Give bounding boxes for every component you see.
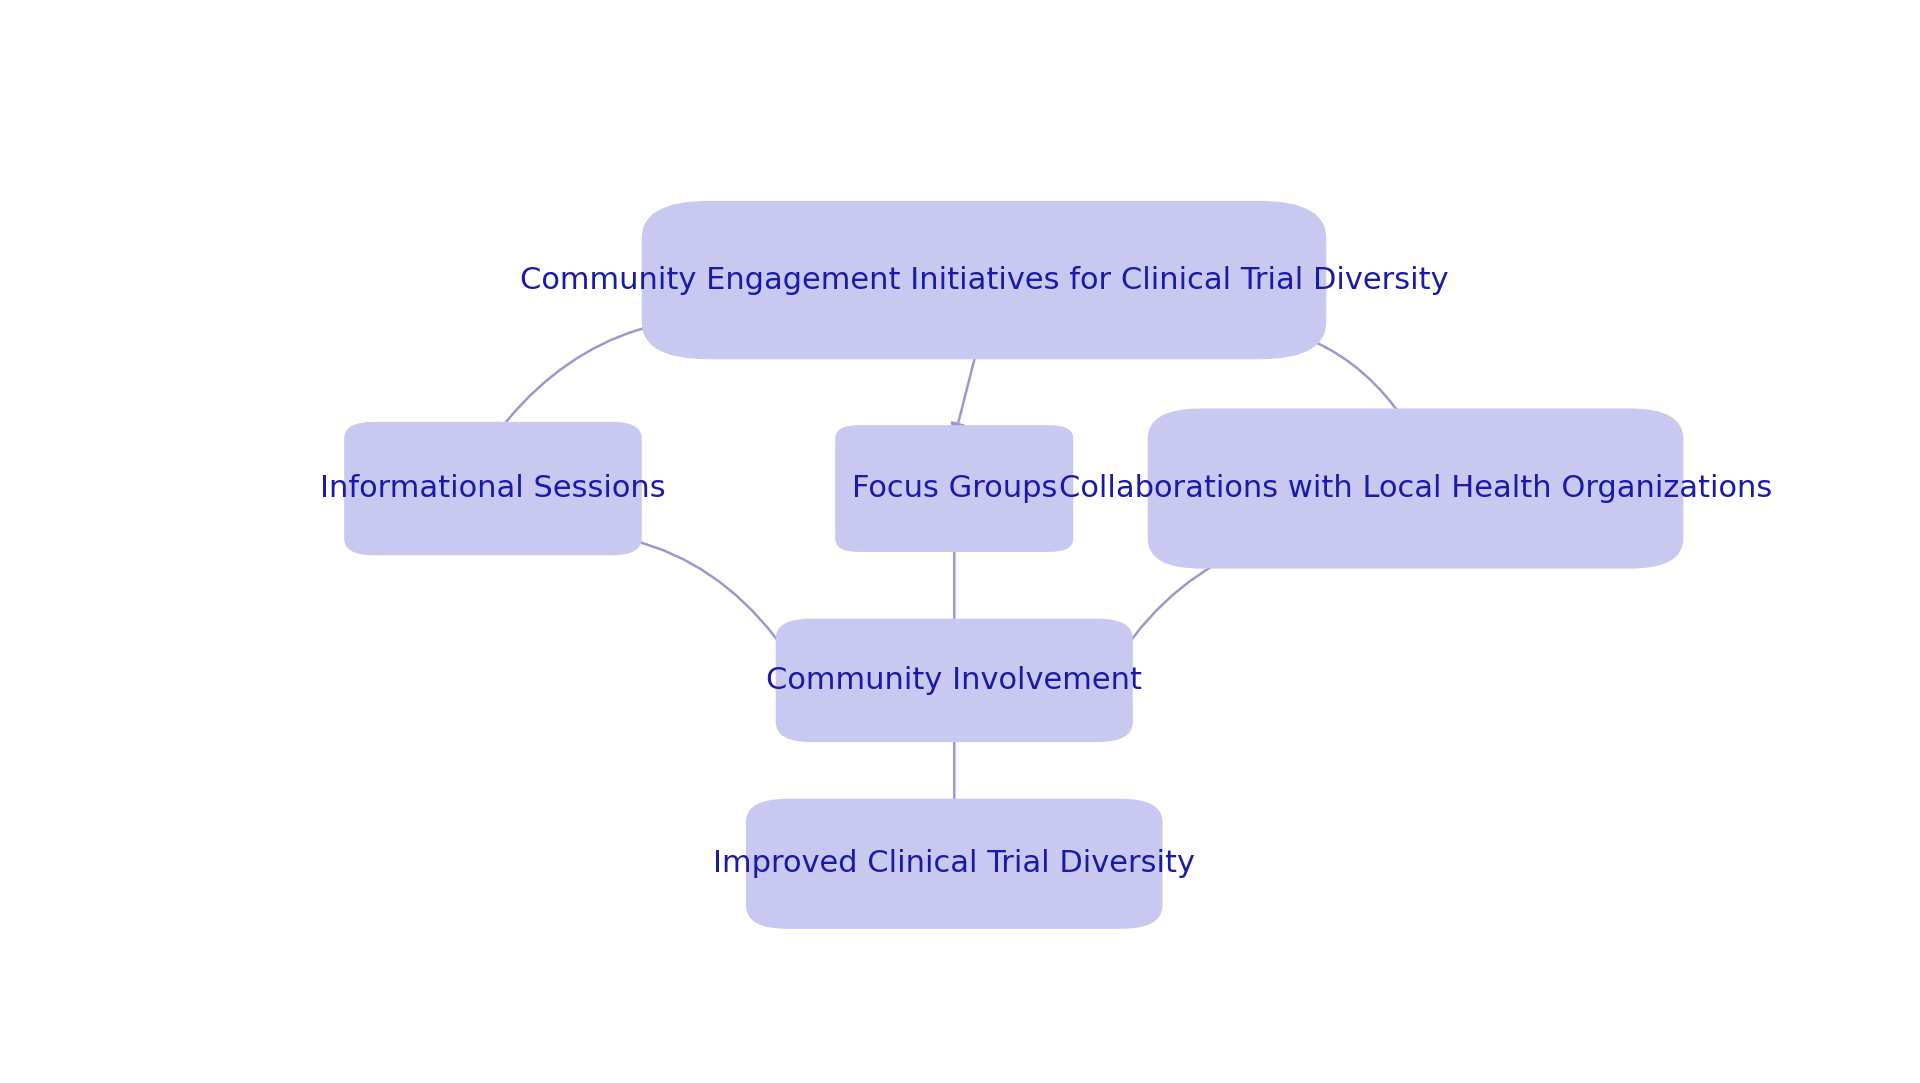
Text: Focus Groups: Focus Groups xyxy=(852,474,1056,503)
FancyBboxPatch shape xyxy=(835,426,1073,552)
FancyBboxPatch shape xyxy=(1148,408,1684,569)
FancyBboxPatch shape xyxy=(344,421,641,556)
Text: Informational Sessions: Informational Sessions xyxy=(321,474,666,503)
Text: Community Engagement Initiatives for Clinical Trial Diversity: Community Engagement Initiatives for Cli… xyxy=(520,265,1448,295)
Text: Collaborations with Local Health Organizations: Collaborations with Local Health Organiz… xyxy=(1060,474,1772,503)
FancyBboxPatch shape xyxy=(745,799,1162,929)
Text: Improved Clinical Trial Diversity: Improved Clinical Trial Diversity xyxy=(712,849,1196,878)
FancyBboxPatch shape xyxy=(776,618,1133,742)
Text: Community Involvement: Community Involvement xyxy=(766,666,1142,695)
FancyBboxPatch shape xyxy=(641,200,1327,360)
